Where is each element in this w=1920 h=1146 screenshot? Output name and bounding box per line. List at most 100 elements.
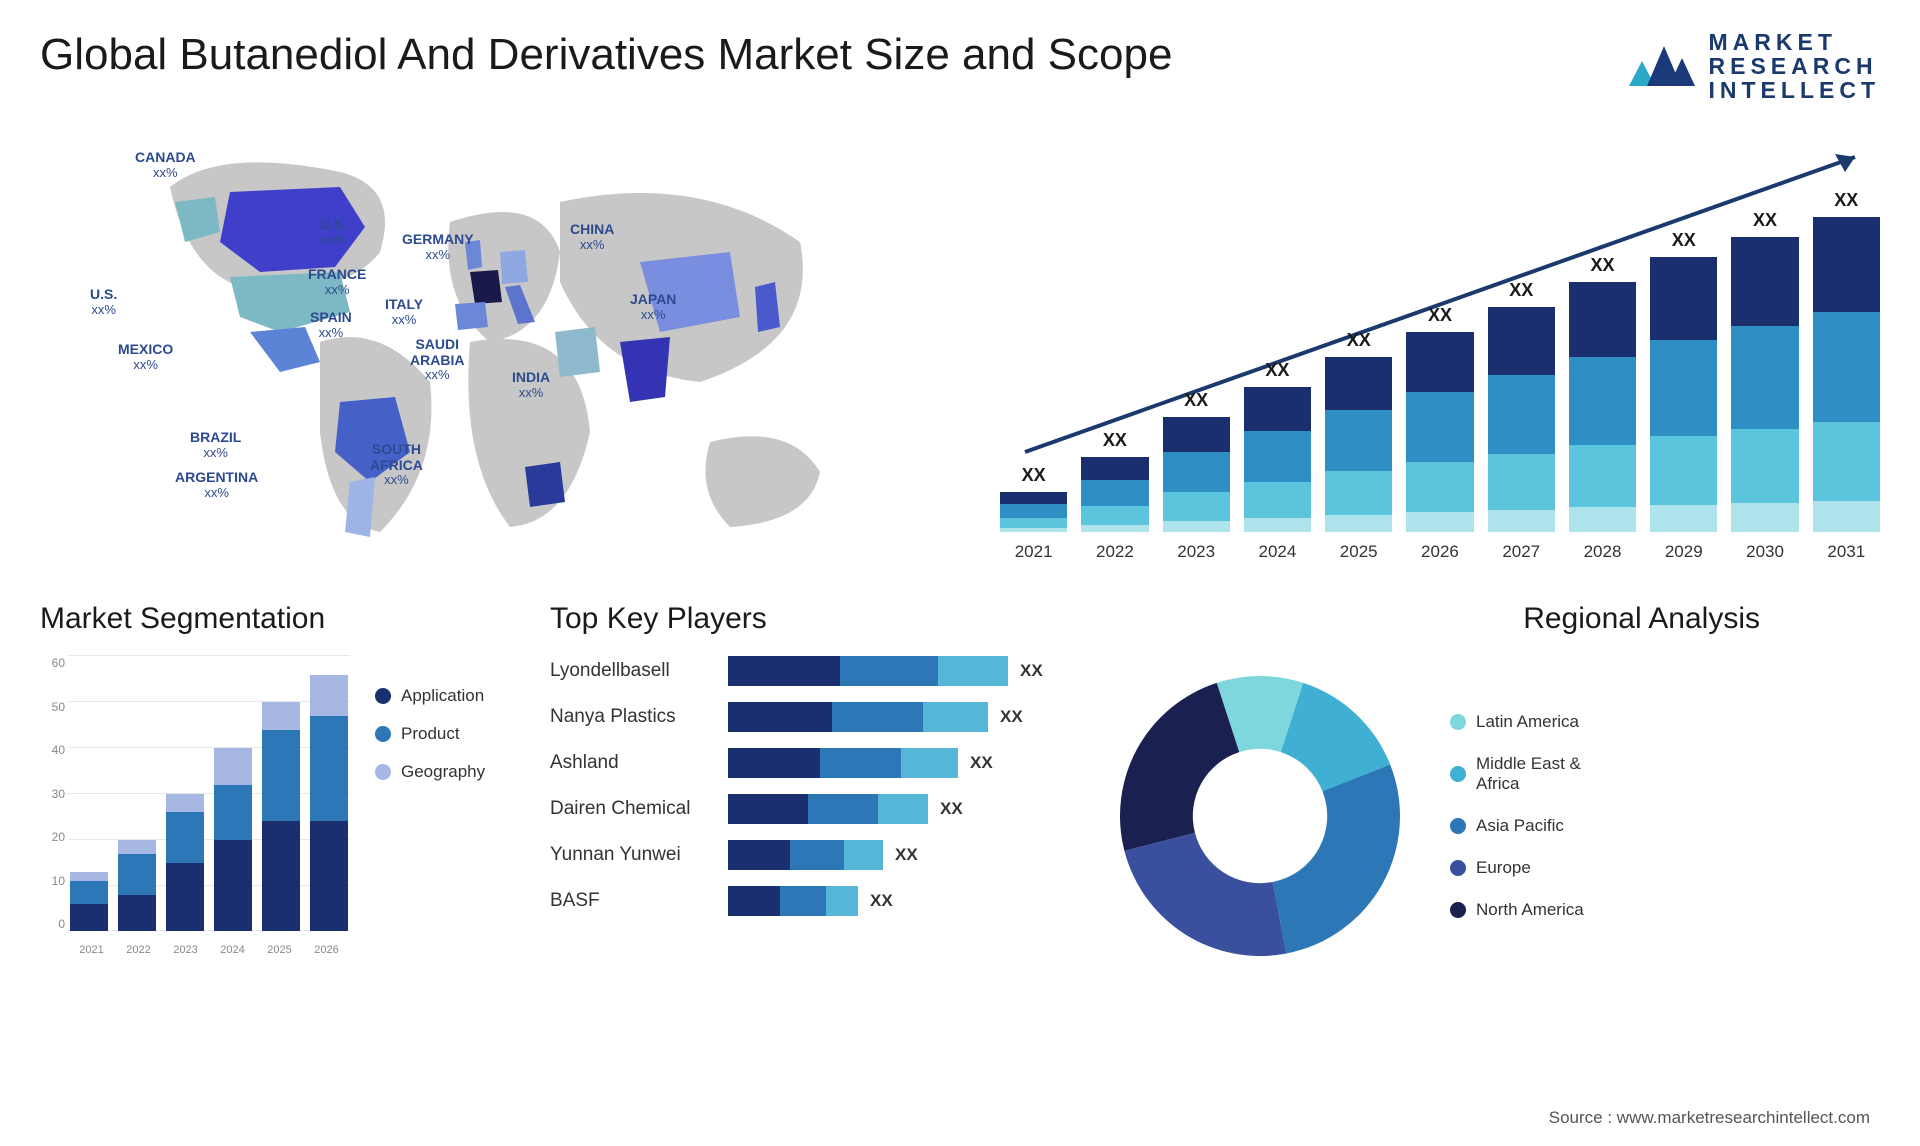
map-label: FRANCExx% — [308, 267, 366, 297]
segmentation-year-label: 2026 — [314, 944, 338, 956]
regional-panel: Regional Analysis Latin America Middle Ea… — [1110, 602, 1880, 1012]
player-name: BASF — [550, 890, 710, 912]
segmentation-legend: Application Product Geography — [375, 656, 485, 956]
growth-bar: XX — [1813, 190, 1880, 532]
growth-bar: XX — [1081, 430, 1148, 532]
growth-chart-panel: XXXXXXXXXXXXXXXXXXXXXX 20212022202320242… — [1000, 132, 1880, 562]
growth-year-label: 2030 — [1731, 542, 1798, 562]
player-bar — [728, 656, 1008, 686]
country-saudi — [555, 327, 600, 377]
source-attribution: Source : www.marketresearchintellect.com — [1549, 1108, 1870, 1128]
player-name: Yunnan Yunwei — [550, 844, 710, 866]
map-label: ARGENTINAxx% — [175, 470, 258, 500]
map-label: U.S.xx% — [90, 287, 117, 317]
logo-line-2: RESEARCH — [1709, 54, 1881, 78]
player-value-label: XX — [895, 845, 918, 865]
growth-year-label: 2021 — [1000, 542, 1067, 562]
legend-item: Asia Pacific — [1450, 816, 1584, 836]
map-label: ITALYxx% — [385, 297, 423, 327]
segmentation-chart: 6050403020100 202120222023202420252026 — [40, 656, 350, 956]
growth-bar: XX — [1650, 230, 1717, 532]
growth-bar: XX — [1488, 280, 1555, 532]
map-label: INDIAxx% — [512, 370, 550, 400]
segmentation-bar — [214, 748, 252, 931]
top-row: CANADAxx% U.S.xx%MEXICOxx% BRAZILxx% ARGENT… — [40, 132, 1880, 562]
brand-logo: MARKET RESEARCH INTELLECT — [1627, 30, 1881, 102]
legend-item: Geography — [375, 762, 485, 782]
map-label: CHINAxx% — [570, 222, 614, 252]
donut-slice — [1120, 683, 1239, 851]
regional-title: Regional Analysis — [1110, 602, 1880, 636]
legend-item: Middle East &Africa — [1450, 754, 1584, 794]
segmentation-year-label: 2022 — [126, 944, 150, 956]
logo-line-1: MARKET — [1709, 30, 1881, 54]
growth-value-label: XX — [1103, 430, 1127, 451]
growth-value-label: XX — [1509, 280, 1533, 301]
map-label: SPAINxx% — [310, 310, 352, 340]
growth-year-label: 2028 — [1569, 542, 1636, 562]
logo-text: MARKET RESEARCH INTELLECT — [1709, 30, 1881, 102]
map-label: SAUDIARABIAxx% — [410, 337, 464, 382]
player-value-label: XX — [940, 799, 963, 819]
country-spain — [455, 302, 488, 330]
player-bar — [728, 748, 958, 778]
growth-value-label: XX — [1428, 305, 1452, 326]
growth-value-label: XX — [1265, 360, 1289, 381]
growth-bar: XX — [1244, 360, 1311, 532]
player-bar — [728, 702, 988, 732]
donut-slice — [1273, 765, 1400, 954]
segmentation-bar — [310, 675, 348, 932]
map-label: SOUTHAFRICAxx% — [370, 442, 423, 487]
growth-year-label: 2025 — [1325, 542, 1392, 562]
growth-bar: XX — [1406, 305, 1473, 532]
map-label: CANADAxx% — [135, 150, 196, 180]
segmentation-bar — [118, 840, 156, 932]
legend-item: Latin America — [1450, 712, 1584, 732]
player-row: AshlandXX — [550, 748, 1070, 778]
donut-slice — [1124, 833, 1286, 956]
growth-year-label: 2027 — [1488, 542, 1555, 562]
growth-bar: XX — [1000, 465, 1067, 532]
growth-value-label: XX — [1184, 390, 1208, 411]
legend-item: Application — [375, 686, 485, 706]
player-bar — [728, 840, 883, 870]
key-players-title: Top Key Players — [550, 602, 1070, 636]
segmentation-bar — [70, 872, 108, 932]
bottom-row: Market Segmentation 6050403020100 202120… — [40, 602, 1880, 1012]
key-players-panel: Top Key Players LyondellbasellXXNanya Pl… — [550, 602, 1070, 1012]
player-name: Lyondellbasell — [550, 660, 710, 682]
country-france — [470, 270, 502, 304]
logo-line-3: INTELLECT — [1709, 78, 1881, 102]
player-row: BASF XX — [550, 886, 1070, 916]
growth-year-label: 2023 — [1163, 542, 1230, 562]
segmentation-year-label: 2024 — [220, 944, 244, 956]
player-name: Nanya Plastics — [550, 706, 710, 728]
growth-value-label: XX — [1753, 210, 1777, 231]
key-players-list: Lyondellbasell XX Nanya Plastics XX AshlandX… — [550, 656, 1070, 916]
growth-year-label: 2031 — [1813, 542, 1880, 562]
growth-value-label: XX — [1834, 190, 1858, 211]
growth-year-label: 2024 — [1244, 542, 1311, 562]
map-label: GERMANYxx% — [402, 232, 474, 262]
player-row: Nanya Plastics XX — [550, 702, 1070, 732]
map-label: BRAZILxx% — [190, 430, 241, 460]
map-label: MEXICOxx% — [118, 342, 173, 372]
growth-value-label: XX — [1022, 465, 1046, 486]
header: Global Butanediol And Derivatives Market… — [40, 30, 1880, 102]
growth-bar: XX — [1163, 390, 1230, 532]
country-germany — [500, 250, 528, 284]
growth-year-label: 2029 — [1650, 542, 1717, 562]
growth-value-label: XX — [1347, 330, 1371, 351]
player-row: Dairen ChemicalXX — [550, 794, 1070, 824]
country-india — [620, 337, 670, 402]
growth-year-label: 2026 — [1406, 542, 1473, 562]
player-value-label: XX — [870, 891, 893, 911]
growth-value-label: XX — [1590, 255, 1614, 276]
country-safrica — [525, 462, 565, 507]
player-value-label: XX — [1000, 707, 1023, 727]
growth-bar: XX — [1731, 210, 1798, 532]
legend-item: Product — [375, 724, 485, 744]
logo-mark-icon — [1627, 36, 1697, 96]
segmentation-title: Market Segmentation — [40, 602, 510, 636]
growth-bar: XX — [1325, 330, 1392, 532]
